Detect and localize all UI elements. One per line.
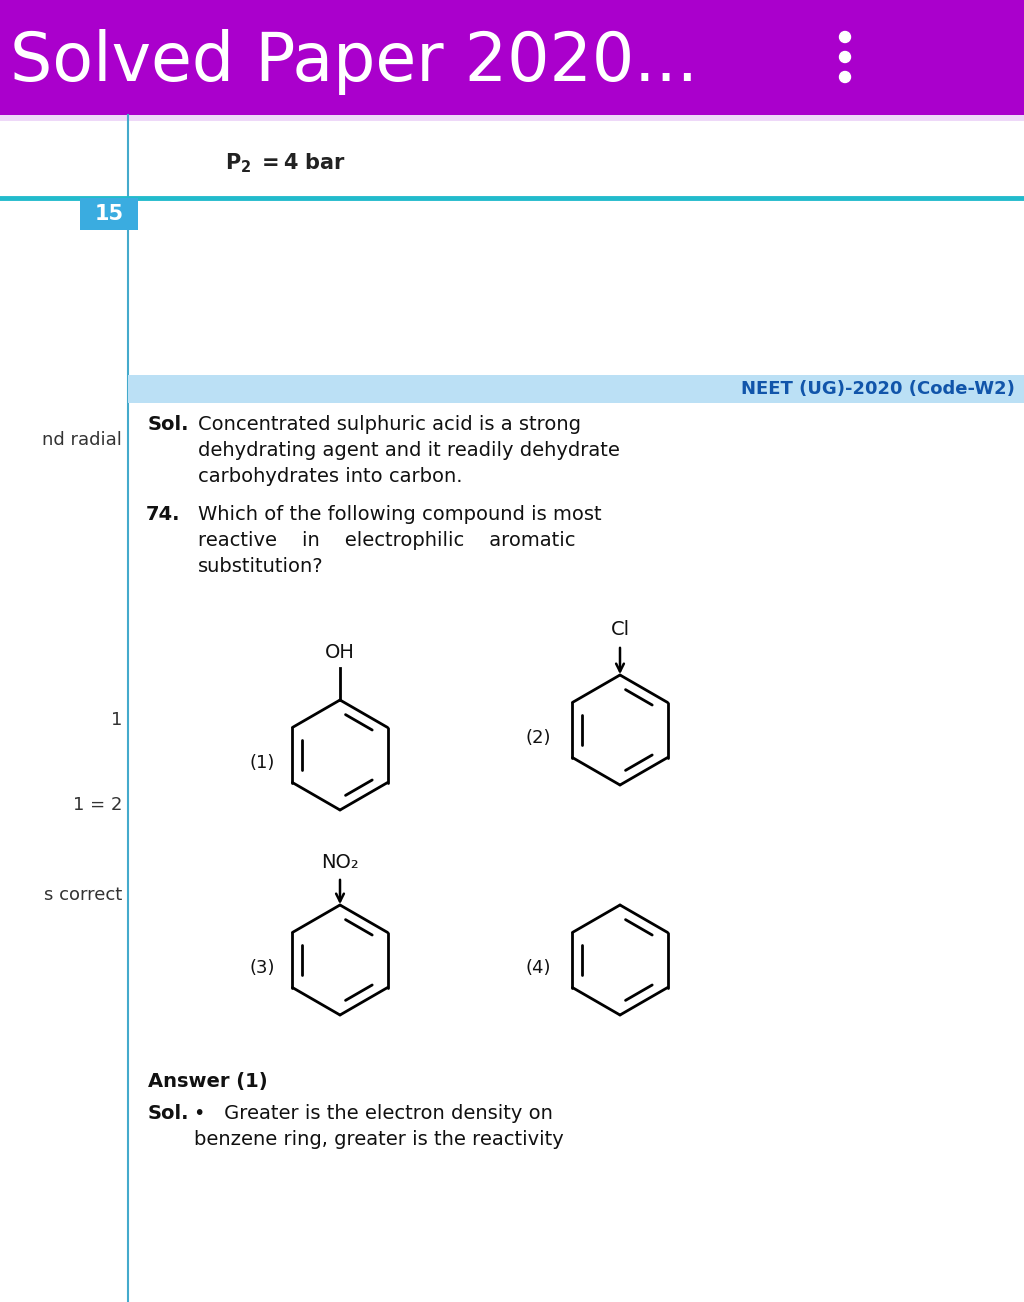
Text: Answer (1): Answer (1) — [148, 1072, 267, 1091]
Text: (2): (2) — [525, 729, 551, 747]
Bar — [0, 115, 1024, 121]
Bar — [128, 375, 1024, 404]
Text: s correct: s correct — [44, 885, 122, 904]
Text: dehydrating agent and it readily dehydrate: dehydrating agent and it readily dehydra… — [198, 441, 620, 460]
Text: 1: 1 — [111, 711, 122, 729]
Text: Sol.: Sol. — [148, 415, 189, 434]
Text: Sol.: Sol. — [148, 1104, 189, 1124]
Text: reactive    in    electrophilic    aromatic: reactive in electrophilic aromatic — [198, 531, 575, 549]
Bar — [80, 198, 138, 230]
Text: 74.: 74. — [146, 505, 180, 523]
Circle shape — [840, 72, 851, 82]
Text: carbohydrates into carbon.: carbohydrates into carbon. — [198, 467, 463, 486]
Text: 15: 15 — [94, 204, 124, 224]
Text: nd radial: nd radial — [42, 431, 122, 449]
Text: 1 = 2: 1 = 2 — [73, 796, 122, 814]
Text: benzene ring, greater is the reactivity: benzene ring, greater is the reactivity — [194, 1130, 564, 1148]
Text: Which of the following compound is most: Which of the following compound is most — [198, 505, 602, 523]
Text: (3): (3) — [249, 960, 274, 976]
Text: Concentrated sulphuric acid is a strong: Concentrated sulphuric acid is a strong — [198, 415, 581, 434]
Text: OH: OH — [325, 643, 355, 661]
Text: NO₂: NO₂ — [322, 853, 358, 872]
Text: Cl: Cl — [610, 620, 630, 639]
Text: substitution?: substitution? — [198, 557, 324, 575]
Circle shape — [840, 31, 851, 43]
Circle shape — [840, 52, 851, 62]
Text: (1): (1) — [249, 754, 274, 772]
Bar — [0, 0, 1024, 115]
Text: Solved Paper 2020...: Solved Paper 2020... — [10, 29, 698, 95]
Text: (4): (4) — [525, 960, 551, 976]
Text: NEET (UG)-2020 (Code-W2): NEET (UG)-2020 (Code-W2) — [741, 380, 1015, 398]
Text: •   Greater is the electron density on: • Greater is the electron density on — [194, 1104, 553, 1124]
Text: $\mathbf{P_2}$ $\mathbf{= 4\ bar}$: $\mathbf{P_2}$ $\mathbf{= 4\ bar}$ — [225, 151, 346, 174]
